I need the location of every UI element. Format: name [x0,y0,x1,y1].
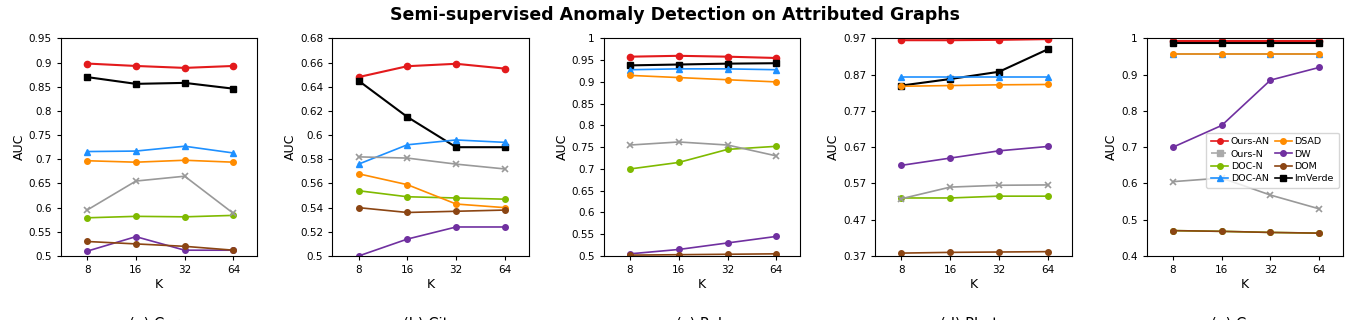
Text: (e) Comp: (e) Comp [1211,317,1278,320]
X-axis label: K: K [427,278,435,291]
Text: (c) Pub: (c) Pub [676,317,728,320]
Legend: Ours-AN, Ours-N, DOC-N, DOC-AN, DSAD, DW, DOM, ImVerde: Ours-AN, Ours-N, DOC-N, DOC-AN, DSAD, DW… [1207,132,1339,188]
Y-axis label: AUC: AUC [1106,134,1118,160]
X-axis label: K: K [155,278,163,291]
Y-axis label: AUC: AUC [285,134,297,160]
Y-axis label: AUC: AUC [556,134,568,160]
X-axis label: K: K [969,278,977,291]
X-axis label: K: K [1241,278,1249,291]
X-axis label: K: K [698,278,706,291]
Text: (b) Cite: (b) Cite [404,317,458,320]
Y-axis label: AUC: AUC [828,134,840,160]
Y-axis label: AUC: AUC [12,134,26,160]
Text: (d) Photo: (d) Photo [940,317,1007,320]
Text: Semi-supervised Anomaly Detection on Attributed Graphs: Semi-supervised Anomaly Detection on Att… [390,6,960,24]
Text: (a) Cora: (a) Cora [130,317,189,320]
